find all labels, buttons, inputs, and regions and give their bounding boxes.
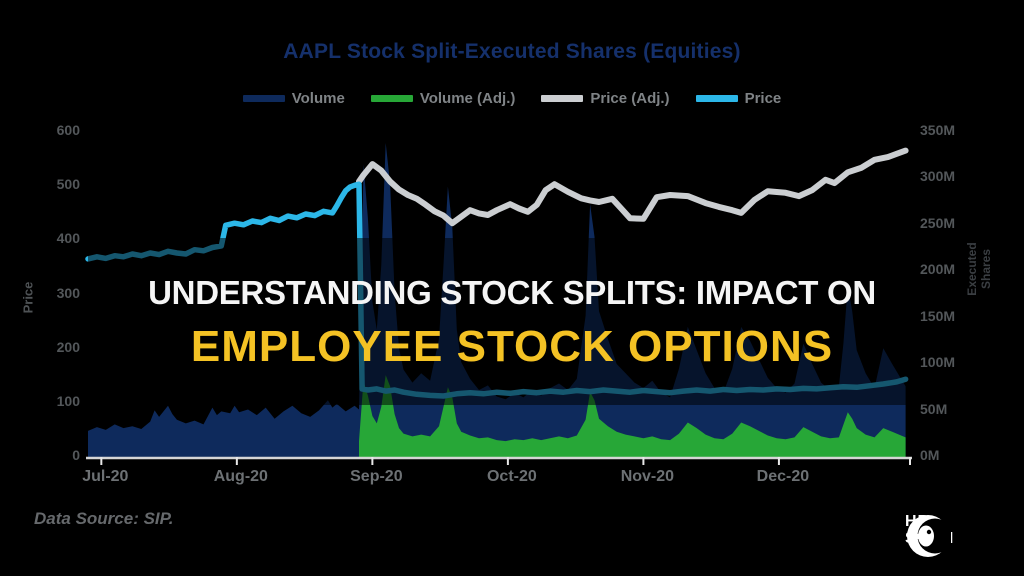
right-axis-tick: 100M <box>920 354 956 371</box>
headline-line1: UNDERSTANDING STOCK SPLITS: IMPACT ON <box>148 274 876 311</box>
price-adj-line <box>356 147 909 227</box>
x-axis-tick-label: Jul-20 <box>82 468 129 485</box>
headline-line2: EMPLOYEE STOCK OPTIONS <box>190 322 834 371</box>
chart-title: AAPL Stock Split-Executed Shares (Equiti… <box>283 40 741 63</box>
left-axis-tick: 400 <box>56 230 80 247</box>
legend-label: Price <box>744 90 782 107</box>
volume-adj-area <box>359 375 906 457</box>
legend-item: Price (Adj.) <box>541 90 670 107</box>
brand-logo: HR SHUN <box>905 513 954 557</box>
chart-legend: Volume Volume (Adj.) Price (Adj.) Price <box>0 90 1024 107</box>
right-axis-tick: 300M <box>920 168 956 185</box>
x-axis-tick-label: Oct-20 <box>486 468 537 485</box>
right-axis-tick: 50M <box>920 400 948 417</box>
left-axis-tick: 200 <box>56 338 80 355</box>
legend-label: Price (Adj.) <box>590 90 670 107</box>
legend-item: Volume <box>242 90 345 107</box>
left-axis-tick: 100 <box>56 392 80 409</box>
legend-swatch <box>242 95 285 102</box>
left-axis-tick: 500 <box>56 176 80 193</box>
right-axis-tick: 250M <box>920 214 956 231</box>
legend-label: Volume (Adj.) <box>419 90 516 107</box>
x-axis-tick-label: Sep-20 <box>350 468 403 485</box>
brand-logo-icon <box>907 515 951 557</box>
right-axis-tick: 150M <box>920 307 956 324</box>
legend-item: Price <box>695 90 782 107</box>
x-axis-tick-label: Aug-20 <box>213 468 268 485</box>
x-axis-tick-label: Dec-20 <box>756 468 810 485</box>
right-axis-tick: 0M <box>920 447 940 463</box>
x-axis-tick-label: Nov-20 <box>620 468 675 485</box>
legend-label: Volume <box>291 90 345 107</box>
legend-swatch <box>695 95 738 102</box>
left-axis-tick: 0 <box>72 447 80 463</box>
legend-swatch <box>370 95 413 102</box>
left-axis-tick: 300 <box>56 284 80 301</box>
legend-item: Volume (Adj.) <box>370 90 516 107</box>
headline-dim-band <box>88 238 910 405</box>
right-axis-tick: 350M <box>920 122 956 138</box>
left-axis-tick: 600 <box>56 122 80 138</box>
data-source-note: Data Source: SIP. <box>34 509 174 528</box>
right-axis-tick: 200M <box>920 261 956 278</box>
legend-swatch <box>541 95 584 102</box>
x-axis-ticks <box>100 457 911 465</box>
